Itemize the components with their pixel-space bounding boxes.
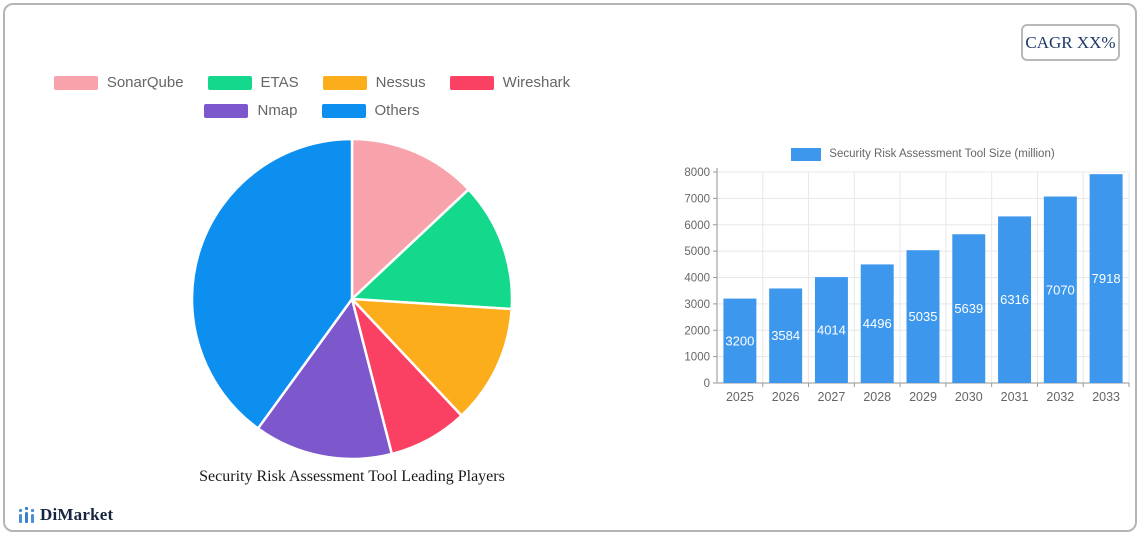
- bar-2027[interactable]: [814, 277, 848, 383]
- pie-slice-nessus[interactable]: [350, 297, 513, 417]
- bar-2033[interactable]: [1089, 174, 1123, 383]
- legend-swatch-wireshark: [449, 75, 494, 90]
- legend-label-nessus: Nessus: [375, 74, 426, 91]
- x-tick-label: 2026: [772, 390, 800, 404]
- legend-item-others[interactable]: Others: [321, 102, 420, 119]
- bar-value-label: 4496: [863, 316, 892, 331]
- legend-swatch-sonarqube: [53, 75, 98, 90]
- legend-label-wireshark: Wireshark: [502, 74, 571, 91]
- legend-item-wireshark[interactable]: Wireshark: [449, 74, 571, 91]
- bar-2030[interactable]: [952, 234, 986, 383]
- y-tick-label: 6000: [684, 220, 710, 232]
- legend-item-nessus[interactable]: Nessus: [322, 74, 426, 91]
- bar-2029[interactable]: [906, 250, 940, 383]
- bar-legend[interactable]: Security Risk Assessment Tool Size (mill…: [717, 148, 1129, 161]
- legend-swatch-others: [321, 103, 366, 118]
- x-tick-label: 2025: [726, 390, 754, 404]
- pie-chart-title: Security Risk Assessment Tool Leading Pl…: [199, 468, 505, 485]
- bar-value-label: 4014: [817, 323, 846, 338]
- x-tick-label: 2033: [1092, 390, 1120, 404]
- bar-value-label: 7918: [1092, 271, 1121, 286]
- legend-swatch-etas: [207, 75, 252, 90]
- legend-item-etas[interactable]: ETAS: [207, 74, 299, 91]
- legend-label-sonarqube: SonarQube: [106, 74, 184, 91]
- bar-value-label: 6316: [1000, 292, 1029, 307]
- bar-value-label: 5639: [954, 301, 983, 316]
- bar-legend-label: Security Risk Assessment Tool Size (mill…: [829, 147, 1055, 160]
- y-tick-label: 0: [704, 378, 710, 390]
- pie-slice-others[interactable]: [190, 137, 354, 430]
- bar-2026[interactable]: [769, 288, 803, 383]
- bar-2031[interactable]: [998, 216, 1032, 383]
- bar-value-label: 5035: [909, 309, 938, 324]
- legend-swatch-nessus: [322, 75, 367, 90]
- brand-name: DiMarket: [40, 505, 114, 524]
- cagr-badge: CAGR XX%: [1021, 24, 1120, 61]
- brand-logo-icon: [18, 506, 35, 523]
- pie-legend: SonarQube ETAS Nessus Wireshark Nmap Others: [22, 75, 602, 118]
- y-tick-label: 8000: [684, 167, 710, 179]
- brand-logo: DiMarket: [18, 505, 113, 525]
- pie-slice-sonarqube[interactable]: [350, 137, 470, 301]
- x-tick-label: 2031: [1001, 390, 1029, 404]
- pie-chart: [190, 137, 514, 461]
- x-tick-label: 2032: [1046, 390, 1074, 404]
- legend-label-nmap: Nmap: [257, 102, 298, 119]
- bar-2028[interactable]: [860, 264, 894, 383]
- y-tick-label: 2000: [684, 325, 710, 337]
- x-tick-label: 2028: [863, 390, 891, 404]
- pie-slice-nmap[interactable]: [256, 297, 394, 461]
- x-tick-label: 2030: [955, 390, 983, 404]
- legend-item-nmap[interactable]: Nmap: [204, 102, 298, 119]
- y-tick-label: 1000: [684, 352, 710, 364]
- x-tick-label: 2029: [909, 390, 937, 404]
- bar-value-label: 7070: [1046, 282, 1075, 297]
- bar-value-label: 3200: [725, 333, 754, 348]
- legend-item-sonarqube[interactable]: SonarQube: [53, 74, 184, 91]
- pie-slice-etas[interactable]: [350, 188, 514, 311]
- legend-label-others: Others: [374, 102, 420, 119]
- y-tick-label: 3000: [684, 299, 710, 311]
- legend-label-etas: ETAS: [260, 74, 299, 91]
- legend-swatch-nmap: [204, 103, 249, 118]
- y-tick-label: 4000: [684, 273, 710, 285]
- y-tick-label: 7000: [684, 193, 710, 205]
- bar-legend-swatch: [791, 148, 822, 161]
- bar-2025[interactable]: [723, 298, 757, 383]
- bar-value-label: 3584: [771, 328, 800, 343]
- bar-chart: 0 1000 2000 3000 4000 5000 6000 7000 8000 3200 202…: [684, 167, 1130, 404]
- report-card: CAGR XX% SonarQube ETAS Nessus Wireshark Nma…: [3, 3, 1137, 532]
- bar-2032[interactable]: [1043, 196, 1077, 383]
- x-tick-label: 2027: [818, 390, 846, 404]
- y-tick-label: 5000: [684, 246, 710, 258]
